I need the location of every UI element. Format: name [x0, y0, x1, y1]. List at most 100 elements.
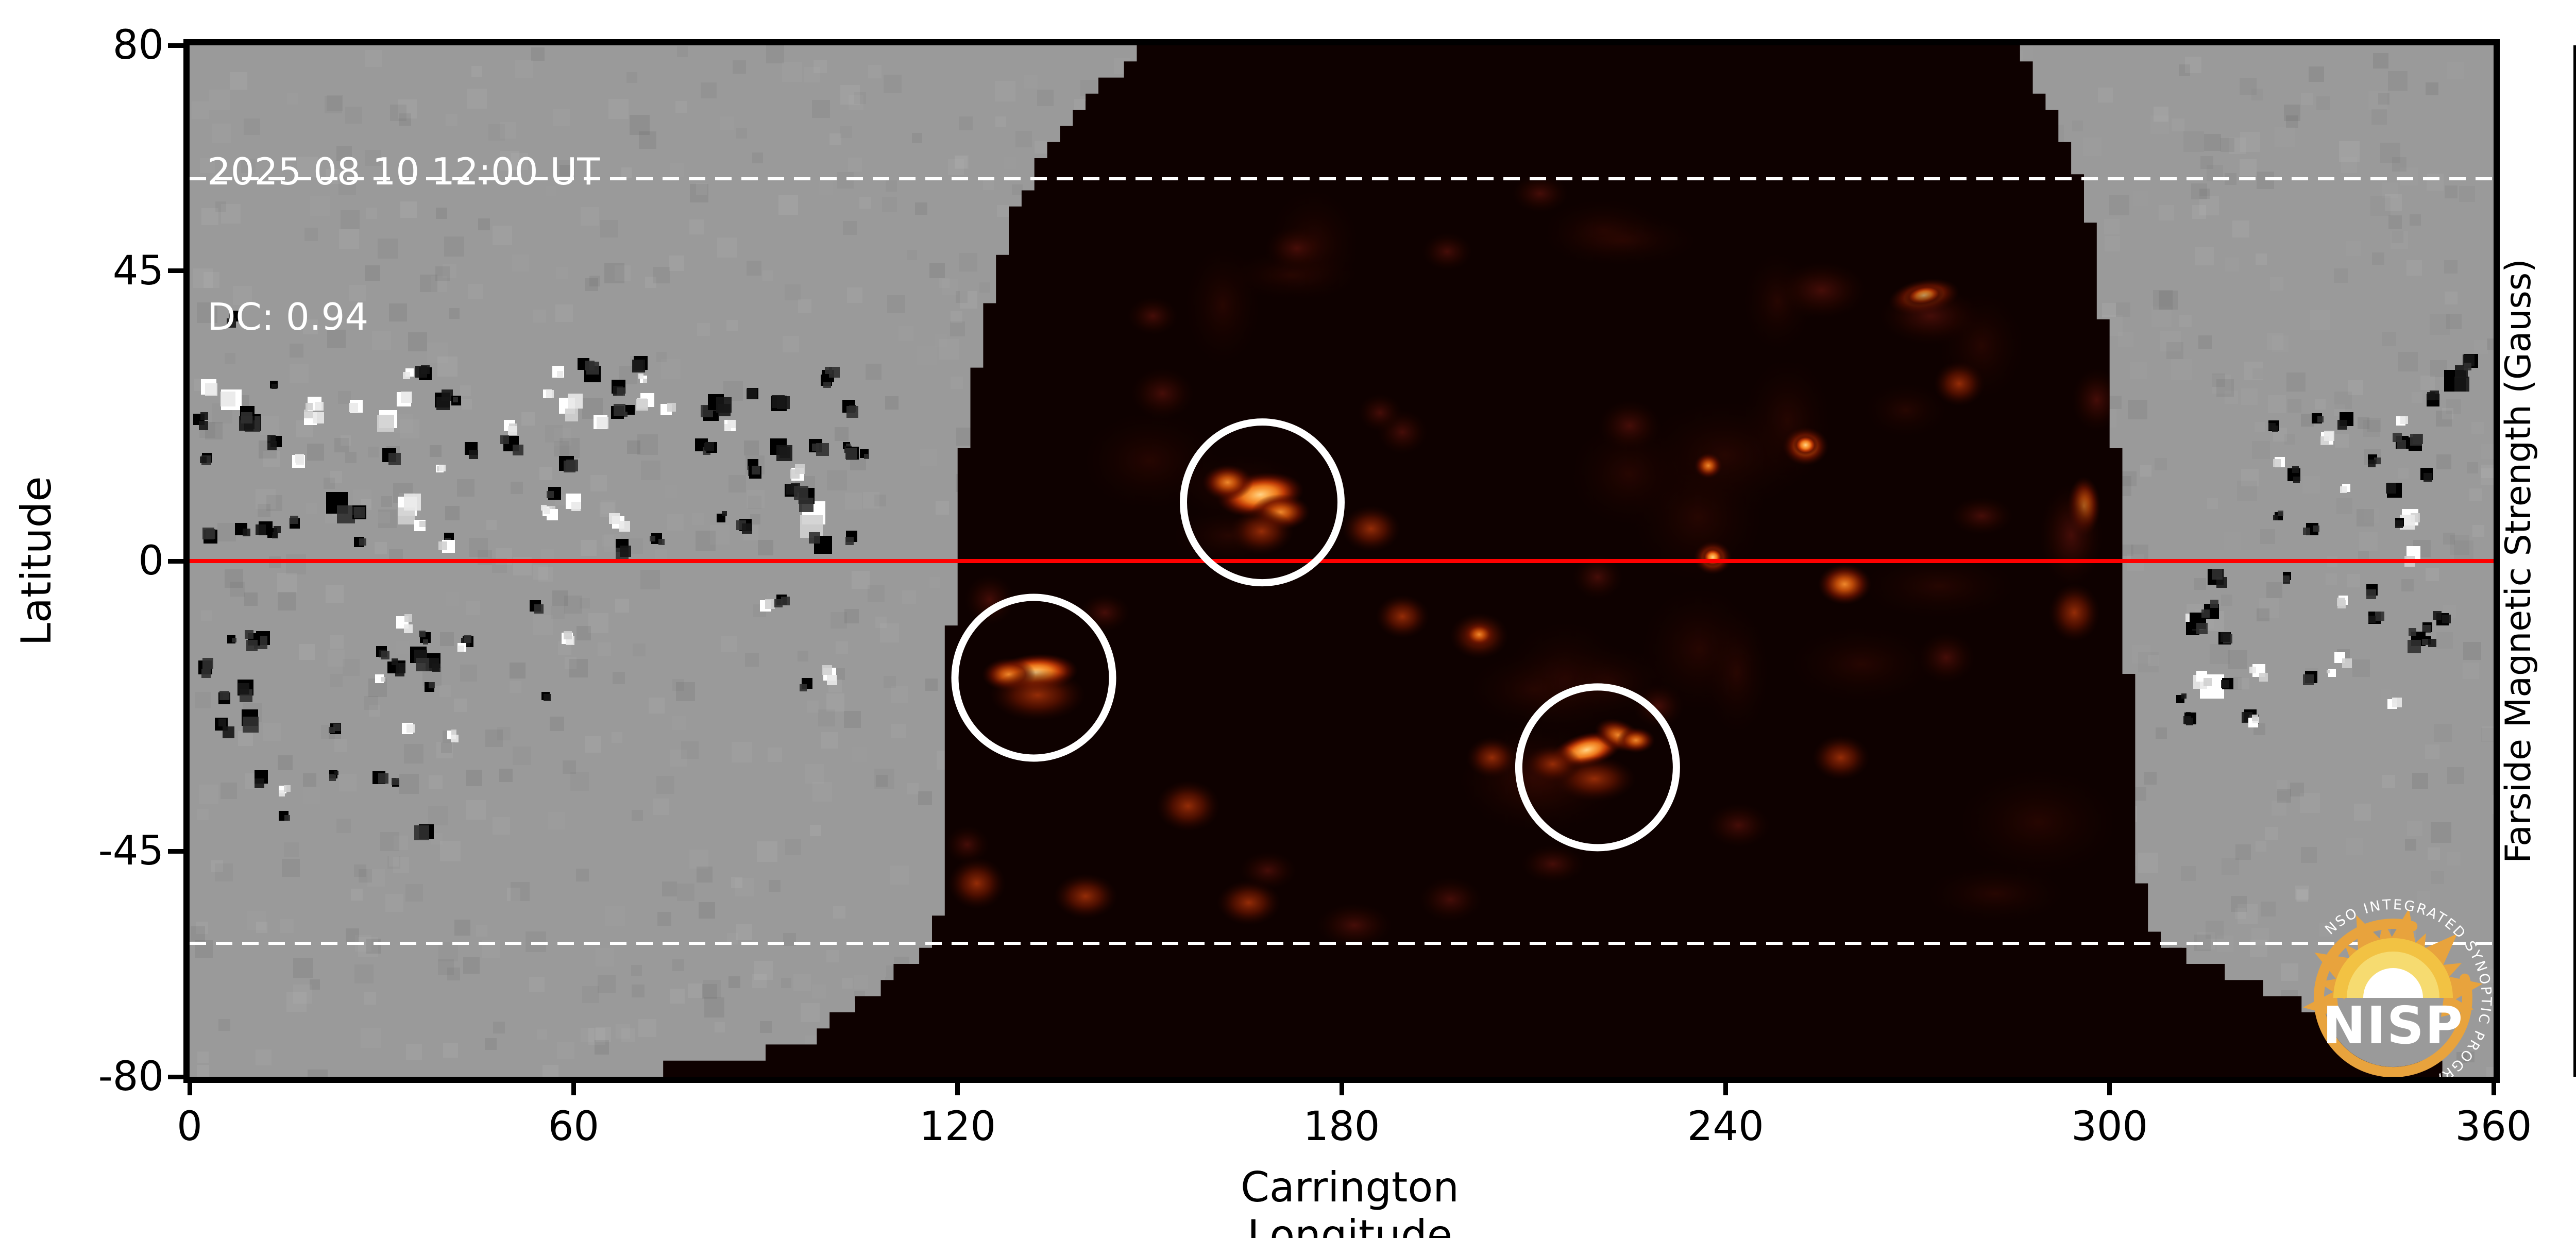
farside-active-region — [1812, 735, 1870, 781]
speckle — [200, 456, 207, 463]
speckle — [722, 511, 727, 516]
speckle — [392, 778, 399, 785]
frontside-magnetogram-speckles — [193, 311, 2478, 840]
speckle — [2273, 459, 2281, 467]
speckle — [469, 450, 478, 459]
speckle — [313, 412, 324, 423]
farside-active-region — [1229, 508, 1294, 555]
x-axis-tick-label: 0 — [177, 1104, 202, 1150]
speckle — [705, 442, 714, 451]
speckle — [2442, 615, 2451, 623]
speckle — [404, 624, 413, 633]
speckle — [776, 445, 792, 461]
speckle — [809, 532, 820, 544]
speckle — [245, 630, 253, 639]
farside-active-region — [1127, 297, 1179, 335]
highlight-circles — [951, 418, 1680, 852]
farside-active-region — [1466, 737, 1518, 778]
speckle — [421, 365, 430, 374]
farside-active-region — [989, 669, 1086, 721]
speckle — [290, 516, 298, 524]
speckle — [2216, 577, 2227, 588]
speckle — [406, 724, 415, 733]
farside-active-region — [2048, 583, 2100, 642]
speckle — [2283, 575, 2290, 582]
speckle — [534, 604, 544, 614]
farside-active-region — [964, 574, 1015, 626]
speckle — [774, 599, 783, 607]
speckle — [667, 403, 676, 412]
farside-active-region — [1079, 593, 1131, 632]
magnetogram-canvas: NISP NSO INTEGRATED SYNOPTIC PROGRAM — [190, 45, 2494, 1077]
x-axis-tick — [2491, 1078, 2496, 1095]
speckle — [202, 528, 214, 539]
speckle — [359, 538, 366, 546]
speckle — [2386, 483, 2396, 494]
speckle — [617, 387, 625, 396]
farside-active-region — [1511, 174, 1569, 213]
speckle — [453, 397, 458, 402]
farside-active-region — [1358, 393, 1402, 432]
speckle — [845, 448, 857, 459]
farside-active-region — [1694, 452, 1723, 479]
speckle — [423, 639, 428, 645]
speckle — [429, 682, 435, 688]
speckle — [2464, 363, 2471, 370]
farside-active-region — [1572, 554, 1623, 600]
speckle — [432, 664, 440, 672]
speckle — [201, 669, 211, 678]
speckle — [381, 651, 389, 659]
speckle — [439, 465, 446, 471]
speckle — [354, 507, 365, 518]
speckle — [2337, 420, 2347, 430]
speckle — [2204, 678, 2212, 686]
speckle — [846, 406, 858, 418]
speckle — [2324, 431, 2334, 441]
speckle — [564, 631, 572, 639]
speckle — [2303, 674, 2314, 685]
farside-active-region — [1520, 844, 1585, 884]
speckle — [2183, 716, 2191, 724]
speckle — [404, 614, 412, 622]
farside-active-region — [1818, 564, 1872, 605]
speckle — [585, 361, 595, 370]
speckle — [716, 397, 732, 413]
speckle — [2400, 416, 2408, 424]
farside-active-region — [1879, 287, 1982, 345]
farside-active-region — [1316, 903, 1393, 948]
speckle — [557, 371, 563, 377]
logo-lower-disc — [2324, 998, 2462, 1067]
farside-active-region — [1054, 873, 1118, 919]
speckle — [267, 441, 277, 450]
farside-active-region — [1264, 226, 1329, 271]
x-axis-tick — [187, 1078, 192, 1095]
x-axis-tick-label: 240 — [1687, 1104, 1764, 1150]
speckle — [205, 383, 217, 396]
speckle — [451, 735, 459, 742]
speckle — [2433, 611, 2442, 620]
speckle — [414, 825, 429, 840]
speckle — [419, 631, 426, 637]
speckle — [218, 719, 226, 726]
speckle — [845, 537, 854, 545]
speckle — [2196, 623, 2208, 634]
speckle — [272, 532, 278, 538]
x-axis-tick — [1723, 1078, 1728, 1095]
speckle — [442, 389, 453, 401]
speckle — [2368, 460, 2376, 467]
speckle — [255, 778, 264, 788]
duty-cycle-text: DC: 0.94 — [207, 295, 369, 338]
speckle — [2340, 486, 2347, 493]
speckle — [227, 318, 236, 328]
farside-active-region — [1462, 621, 1496, 648]
speckle — [243, 717, 259, 733]
speckle — [2273, 515, 2278, 520]
speckle — [2368, 616, 2376, 623]
x-axis-tick-label: 180 — [1303, 1104, 1380, 1150]
speckle — [2424, 473, 2432, 482]
speckle — [564, 461, 575, 472]
x-axis-tick — [955, 1078, 960, 1095]
speckle — [274, 526, 281, 533]
speckle — [2337, 600, 2346, 608]
